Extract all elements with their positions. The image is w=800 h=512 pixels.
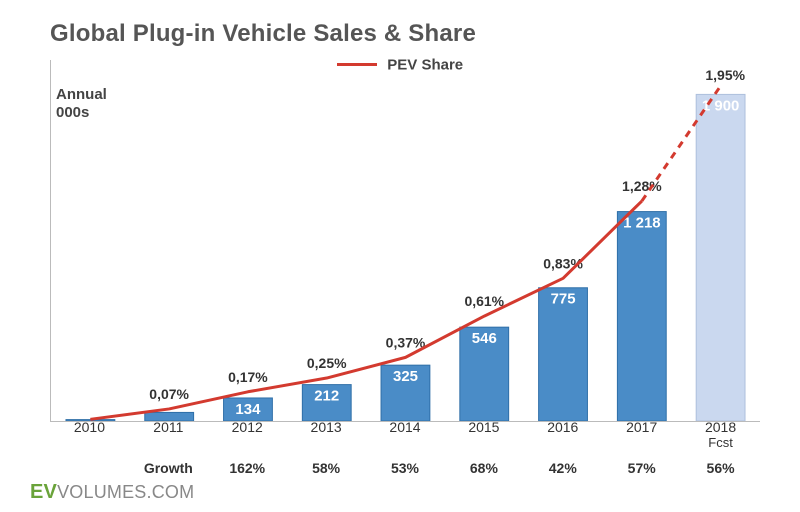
x-tick-label: 2015 <box>444 419 523 450</box>
growth-label: 58% <box>287 460 366 476</box>
share-label: 0,17% <box>228 369 268 385</box>
x-axis-row: 201020112012201320142015201620172018Fcst <box>50 419 760 450</box>
growth-label: 53% <box>366 460 445 476</box>
x-tick-label: 2018Fcst <box>681 419 760 450</box>
bar <box>696 94 745 421</box>
growth-label <box>50 460 129 476</box>
bar-value-label: 1 218 <box>623 215 660 232</box>
x-tick-label: 2016 <box>523 419 602 450</box>
bar <box>617 212 666 421</box>
growth-label: 162% <box>208 460 287 476</box>
growth-label: Growth <box>129 460 208 476</box>
plot-area: 0,07% 134 0,17% 212 0,25% 325 0,37% 546 0,61% 775… <box>50 60 760 422</box>
x-tick-label: 2012 <box>208 419 287 450</box>
share-label: 0,07% <box>149 386 189 402</box>
chart-card: Global Plug-in Vehicle Sales & Share PEV… <box>0 0 800 512</box>
share-label: 1,28% <box>622 178 662 194</box>
bar <box>539 288 588 421</box>
plot-svg: 0,07% 134 0,17% 212 0,25% 325 0,37% 546 0,61% 775… <box>51 60 760 421</box>
bar-value-label: 1 900 <box>702 97 739 114</box>
bar-value-label: 325 <box>393 368 418 385</box>
share-label: 1,95% <box>705 67 745 83</box>
growth-label: 57% <box>602 460 681 476</box>
chart-title: Global Plug-in Vehicle Sales & Share <box>50 20 770 48</box>
growth-label: 68% <box>444 460 523 476</box>
x-tick-label: 2017 <box>602 419 681 450</box>
growth-label: 56% <box>681 460 760 476</box>
x-tick-label: 2011 <box>129 419 208 450</box>
share-label: 0,25% <box>307 355 347 371</box>
bar-value-label: 212 <box>314 388 339 405</box>
x-tick-label: 2014 <box>366 419 445 450</box>
x-tick-label: 2013 <box>287 419 366 450</box>
share-label: 0,37% <box>386 334 426 350</box>
brand-accent: EV <box>30 481 57 503</box>
bar-value-label: 775 <box>551 291 576 308</box>
share-label: 0,61% <box>464 293 504 309</box>
bar-value-label: 546 <box>472 330 497 347</box>
brand-watermark: EVVOLUMES.COM <box>30 481 194 504</box>
growth-row: Growth162%58%53%68%42%57%56% <box>50 460 760 476</box>
x-tick-label: 2010 <box>50 419 129 450</box>
bar-value-label: 134 <box>235 401 261 418</box>
brand-rest: VOLUMES.COM <box>57 482 194 502</box>
growth-label: 42% <box>523 460 602 476</box>
